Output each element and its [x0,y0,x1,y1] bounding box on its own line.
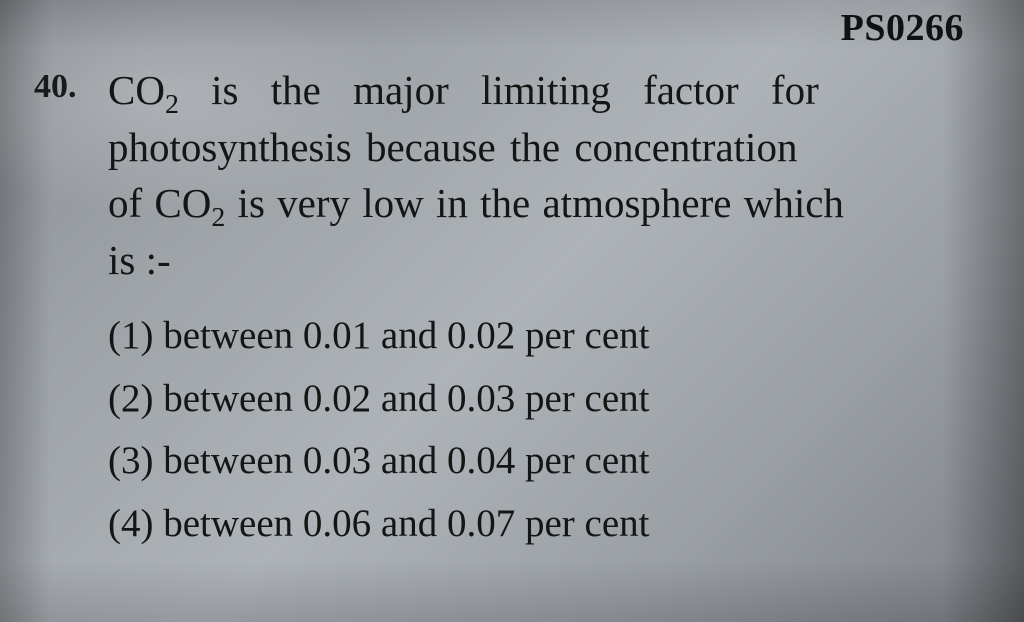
option-3: (3) between 0.03 and 0.04 per cent [108,431,984,491]
option-4: (4) between 0.06 and 0.07 per cent [108,494,984,554]
question-stem: CO2 is the major limiting factor for pho… [108,62,984,288]
question-code: PS0266 [841,6,964,50]
question-number: 40. [34,68,77,106]
question-block: 40. CO2 is the major limiting factor for… [40,62,984,554]
stem-line-2: photosynthesis because the concentration [108,119,976,176]
option-2: (2) between 0.02 and 0.03 per cent [108,369,984,429]
option-1: (1) between 0.01 and 0.02 per cent [108,306,984,366]
stem-line-4: is :- [108,232,976,289]
stem-line-1: CO2 is the major limiting factor for [108,62,976,119]
options-list: (1) between 0.01 and 0.02 per cent (2) b… [108,306,984,554]
stem-line-3: of CO2 is very low in the atmosphere whi… [108,175,976,232]
